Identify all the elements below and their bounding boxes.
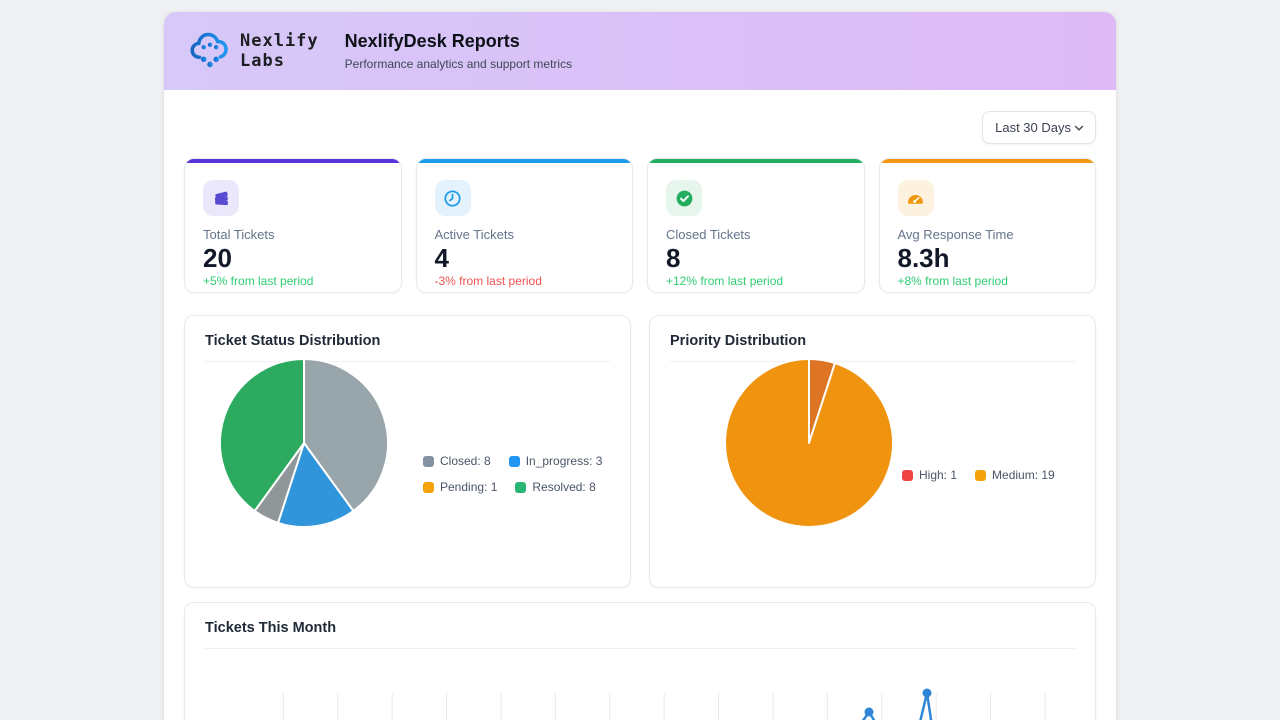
legend-swatch [423,481,434,493]
chevron-down-icon [1074,125,1084,131]
legend-label: High: 1 [919,468,958,482]
legend-swatch [902,469,913,481]
divider [670,361,1075,362]
stat-trend: +12% from last period [666,273,784,288]
stat-trend: +8% from last period [897,273,1008,288]
legend-label: Closed: 8 [440,454,491,468]
chart-title: Tickets This Month [205,620,337,636]
stat-label: Avg Response Time [897,227,1014,242]
chart-card-tickets-month: Tickets This Month [184,602,1096,720]
status-pie-chart[interactable] [218,357,390,534]
monthly-line-chart[interactable] [185,653,1097,720]
chart-title: Priority Distribution [670,333,807,349]
legend-item[interactable]: Closed: 8 [423,454,491,468]
priority-pie-legend: High: 1 Medium: 19 [902,468,1102,482]
stat-value: 8 [666,243,681,273]
stat-label: Active Tickets [434,227,514,242]
status-pie-legend: Closed: 8 In_progress: 3 Pending: 1 Resolve… [423,454,613,494]
tickets-icon [203,180,239,216]
cloud-circuit-logo-icon [188,26,232,77]
chart-card-ticket-status: Ticket Status Distribution Closed: 8 In_p… [184,315,631,588]
legend-item[interactable]: Medium: 19 [975,468,1055,482]
divider [205,361,610,362]
chart-title: Ticket Status Distribution [205,333,381,349]
stat-trend: -3% from last period [434,273,542,288]
priority-pie-chart[interactable] [723,357,895,534]
legend-item[interactable]: In_progress: 3 [508,454,603,468]
page-title: NexlifyDesk Reports [344,31,520,51]
stat-trend: +5% from last period [203,273,314,288]
stat-value: 4 [434,243,449,273]
date-range-select[interactable]: Last 30 Days [982,111,1096,144]
legend-item[interactable]: Resolved: 8 [515,480,596,494]
date-range-value: Last 30 Days [995,120,1071,135]
stat-label: Total Tickets [203,227,275,242]
legend-label: Resolved: 8 [532,480,596,494]
gauge-icon [897,180,934,216]
check-circle-icon [666,180,702,216]
legend-item[interactable]: High: 1 [902,468,957,482]
legend-label: Pending: 1 [440,480,498,494]
app-header: Nexlify Labs NexlifyDesk Reports Perform… [164,12,1116,90]
brand-logo: Nexlify Labs [188,26,319,77]
legend-swatch [423,455,434,467]
card-accent-bar [416,159,632,163]
stat-value: 8.3h [897,243,950,273]
stat-card-avg-response-time: Avg Response Time 8.3h +8% from last per… [878,158,1096,293]
card-accent-bar [879,159,1095,163]
stat-value: 20 [203,243,232,273]
report-page: Nexlify Labs NexlifyDesk Reports Perform… [164,12,1116,720]
legend-label: In_progress: 3 [525,454,603,468]
stat-label: Closed Tickets [666,227,751,242]
card-accent-bar [648,159,864,163]
page-subtitle: Performance analytics and support metric… [344,57,573,71]
legend-swatch [515,481,527,493]
stat-card-total-tickets: Total Tickets 20 +5% from last period [184,158,402,293]
legend-swatch [975,469,987,481]
divider [205,648,1075,649]
clock-icon [434,180,471,216]
stat-card-closed-tickets: Closed Tickets 8 +12% from last period [647,158,865,293]
card-accent-bar [185,159,401,163]
legend-swatch [508,455,520,467]
legend-label: Medium: 19 [992,468,1055,482]
stat-card-active-tickets: Active Tickets 4 -3% from last period [415,158,633,293]
brand-name: Nexlify Labs [240,30,319,71]
chart-card-priority: Priority Distribution High: 1 Medium: 19 [649,315,1096,588]
legend-item[interactable]: Pending: 1 [423,480,497,494]
stats-row: Total Tickets 20 +5% from last period Ac… [184,158,1096,293]
